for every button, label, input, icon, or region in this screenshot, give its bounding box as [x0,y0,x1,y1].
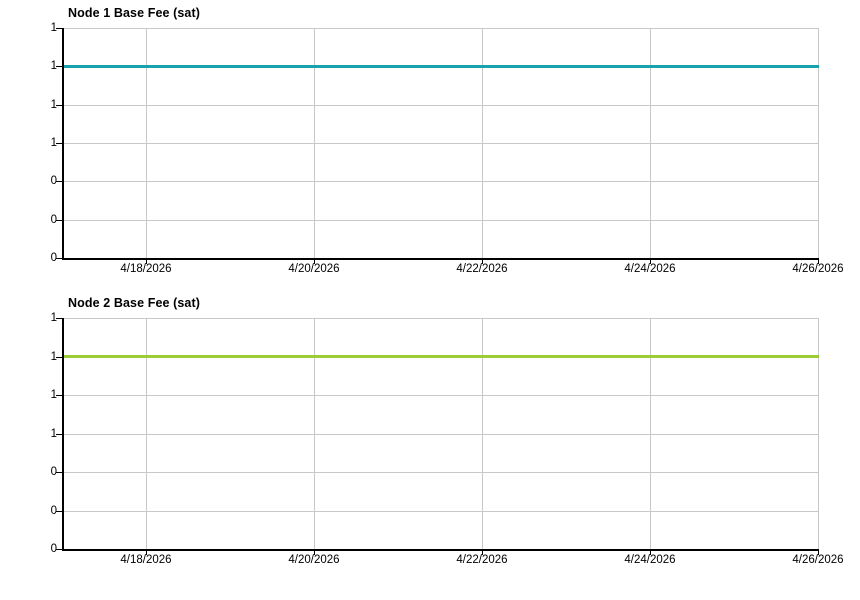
x-axis-tick [650,258,652,264]
horizontal-gridline [62,318,818,319]
y-axis-label: 1 [50,60,57,72]
series-line-segment [734,64,819,68]
series-line-segment [230,64,315,68]
series-line-segment [146,64,231,68]
y-axis-tick [56,143,63,145]
horizontal-gridline [62,105,818,106]
vertical-gridline [146,318,147,549]
x-axis-label: 4/18/2026 [120,263,172,275]
vertical-gridline [146,28,147,258]
y-axis-tick [56,181,63,183]
horizontal-gridline [62,395,818,396]
horizontal-gridline [62,220,818,221]
series-line-segment [230,355,315,358]
y-axis-label: 1 [50,312,57,324]
y-axis-label: 1 [50,389,57,401]
x-axis-label: 4/18/2026 [120,554,172,566]
chart-panel-node-1: Node 1 Base Fee (sat) 1 1 1 1 0 0 0 4/18/2026 4… [0,0,860,290]
y-axis-label: 1 [50,351,57,363]
y-axis-label: 0 [50,466,57,478]
x-axis-tick [818,549,820,555]
y-axis-tick [56,105,63,107]
series-line-segment [734,355,819,358]
series-line-segment [650,64,735,68]
y-axis-tick [56,258,63,260]
y-axis-label: 0 [50,252,57,264]
x-axis-label: 4/20/2026 [288,263,340,275]
y-axis-label: 1 [50,137,57,149]
y-axis-tick [56,318,63,320]
plot-area-node-2 [62,318,819,550]
chart-title-node-2: Node 2 Base Fee (sat) [68,296,201,310]
x-axis-label: 4/24/2026 [624,554,676,566]
y-axis-label: 1 [50,22,57,34]
y-axis-tick [56,28,63,30]
y-axis-tick [56,511,63,513]
plot-area-node-1 [62,28,819,259]
vertical-gridline [818,28,819,258]
y-axis-tick [56,66,63,68]
series-line-segment [314,355,399,358]
vertical-gridline [818,318,819,549]
chart-panel-node-2: Node 2 Base Fee (sat) 1 1 1 1 0 0 0 4/18/2026 4… [0,290,860,580]
horizontal-gridline [62,472,818,473]
y-axis-label: 1 [50,99,57,111]
chart-title-node-1: Node 1 Base Fee (sat) [68,6,201,20]
x-axis-tick [818,258,820,264]
y-axis-tick [56,434,63,436]
series-line-segment [482,64,567,68]
vertical-gridline [650,28,651,258]
series-line-segment [398,64,483,68]
vertical-gridline [482,318,483,549]
y-axis-label: 0 [50,543,57,555]
y-axis-tick [56,220,63,222]
y-axis-label: 1 [50,428,57,440]
x-axis-tick [314,549,316,555]
horizontal-gridline [62,28,818,29]
x-axis-tick [314,258,316,264]
y-axis-label: 0 [50,214,57,226]
series-line-segment [62,355,147,358]
y-axis-tick [56,549,63,551]
horizontal-gridline [62,434,818,435]
x-axis-tick [146,549,148,555]
horizontal-gridline [62,181,818,182]
x-axis-tick [482,549,484,555]
series-line-segment [650,355,735,358]
x-axis-tick [482,258,484,264]
horizontal-gridline [62,143,818,144]
series-line-segment [566,64,651,68]
x-axis-tick [146,258,148,264]
vertical-gridline [650,318,651,549]
x-axis-label: 4/26/2026 [792,554,844,566]
vertical-gridline [482,28,483,258]
series-line-segment [398,355,483,358]
series-line-segment [62,64,147,68]
x-axis-label: 4/26/2026 [792,263,844,275]
y-axis-tick [56,357,63,359]
x-axis-label: 4/22/2026 [456,554,508,566]
vertical-gridline [314,318,315,549]
y-axis-tick [56,395,63,397]
x-axis-tick [650,549,652,555]
x-axis-line-node-1 [62,258,819,260]
x-axis-line-node-2 [62,549,819,551]
y-axis-tick [56,472,63,474]
series-line-segment [482,355,567,358]
vertical-gridline [314,28,315,258]
horizontal-gridline [62,511,818,512]
series-line-segment [314,64,399,68]
y-axis-label: 0 [50,175,57,187]
x-axis-label: 4/22/2026 [456,263,508,275]
y-axis-label: 0 [50,505,57,517]
x-axis-label: 4/20/2026 [288,554,340,566]
x-axis-label: 4/24/2026 [624,263,676,275]
series-line-segment [146,355,231,358]
series-line-segment [566,355,651,358]
